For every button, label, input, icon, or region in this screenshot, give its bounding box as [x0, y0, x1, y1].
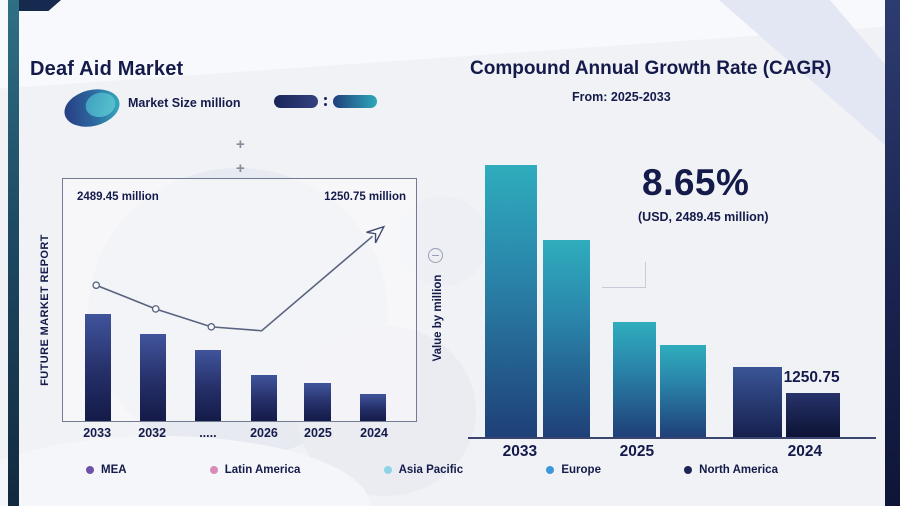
pill-separator-icon: [324, 97, 327, 100]
legend-item-mea: MEA: [86, 464, 127, 476]
market-x-label-1: 2033: [83, 426, 112, 440]
cagr-bar-2024-5: [732, 366, 782, 437]
market-size-chart: 2489.45 million 1250.75 million: [62, 178, 417, 422]
cylinder-highlight: [83, 89, 118, 121]
legend-dot-icon: [209, 466, 218, 474]
cagr-title: Compound Annual Growth Rate (CAGR): [470, 58, 832, 79]
plus-mark-1: +: [236, 136, 245, 153]
annotation-2033-value: 2489.45 million: [77, 191, 159, 203]
legend-dot-icon: [383, 466, 392, 474]
cagr-bar-2024-6: [785, 393, 840, 437]
market-x-label-6: 2024: [360, 426, 388, 440]
legend-label: MEA: [101, 464, 127, 476]
teal-pill-icon: [333, 95, 377, 108]
legend-item-latin-america: Latin America: [209, 464, 301, 476]
market-x-label-2: 2032: [138, 426, 167, 440]
legend-label: North America: [699, 464, 778, 476]
market-title: Deaf Aid Market: [30, 58, 184, 80]
market-trend-line: [92, 225, 386, 332]
legend-dot-icon: [86, 466, 94, 474]
cagr-x-axis: 2033 2025 2024: [468, 443, 870, 463]
minus-dash: [431, 254, 439, 256]
cagr-subtitle: From: 2025-2033: [572, 90, 671, 104]
cylinder-icon: [60, 83, 124, 133]
legend-item-europe: Europe: [546, 464, 601, 476]
market-bar-5: [304, 383, 331, 421]
plus-mark-2: +: [236, 160, 245, 177]
pill-decoration: [274, 95, 377, 108]
market-bars: [63, 179, 416, 421]
market-bar-3: [195, 349, 222, 421]
market-x-label-3: .....: [199, 426, 217, 440]
corner-bracket-decoration: [602, 262, 646, 288]
legend-label: Europe: [561, 464, 601, 476]
left-edge-bar-decoration: [8, 0, 19, 506]
market-bar-6: [360, 394, 387, 421]
market-x-label-4: 2026: [250, 426, 278, 440]
cagr-bar-2033-2: [543, 240, 591, 437]
market-size-legend: Market Size million: [60, 83, 382, 133]
legend-dot-icon: [684, 466, 693, 474]
cagr-x-label-2033: 2033: [502, 443, 538, 460]
top-left-wedge-decoration: [19, 0, 61, 11]
market-bar-2: [139, 333, 166, 421]
cagr-x-label-2024: 2024: [787, 443, 823, 460]
legend-label: Latin America: [224, 464, 301, 476]
legend-dot-icon: [546, 466, 555, 474]
market-bar-1: [84, 313, 111, 421]
market-chart-ylabel: FUTURE MARKET REPORT: [39, 234, 51, 386]
cagr-chart: 1250.75: [468, 150, 876, 439]
cagr-percentage: 8.65%: [642, 162, 750, 203]
legend-item-north-america: North America: [684, 464, 778, 476]
legend-label: Asia Pacific: [398, 464, 464, 476]
minus-circle-icon: [428, 248, 443, 263]
region-legend: MEA Latin America Asia Pacific Europe North …: [86, 464, 778, 476]
navy-pill-icon: [274, 95, 318, 108]
cagr-bar-2025-4: [660, 345, 706, 437]
cagr-x-label-2025: 2025: [619, 443, 655, 460]
cagr-usd-note: (USD, 2489.45 million): [638, 210, 769, 224]
cagr-bar-2033-1: [484, 164, 537, 437]
market-x-axis: 2033 2032..... 2026 2025 2024: [62, 426, 417, 442]
cagr-axis-line: [468, 437, 876, 439]
right-edge-bar-decoration: [885, 0, 900, 506]
cagr-chart-ylabel: Value by million: [432, 274, 444, 362]
market-size-label: Market Size million: [128, 96, 241, 110]
annotation-2024-value: 1250.75 million: [324, 191, 406, 203]
cagr-bars: [468, 150, 870, 437]
cagr-value-label: 1250.75: [783, 368, 840, 386]
market-bar-4: [250, 375, 277, 421]
market-x-label-5: 2025: [304, 426, 332, 440]
legend-item-asia-pacific: Asia Pacific: [383, 464, 464, 476]
cagr-bar-2025-3: [613, 322, 657, 437]
